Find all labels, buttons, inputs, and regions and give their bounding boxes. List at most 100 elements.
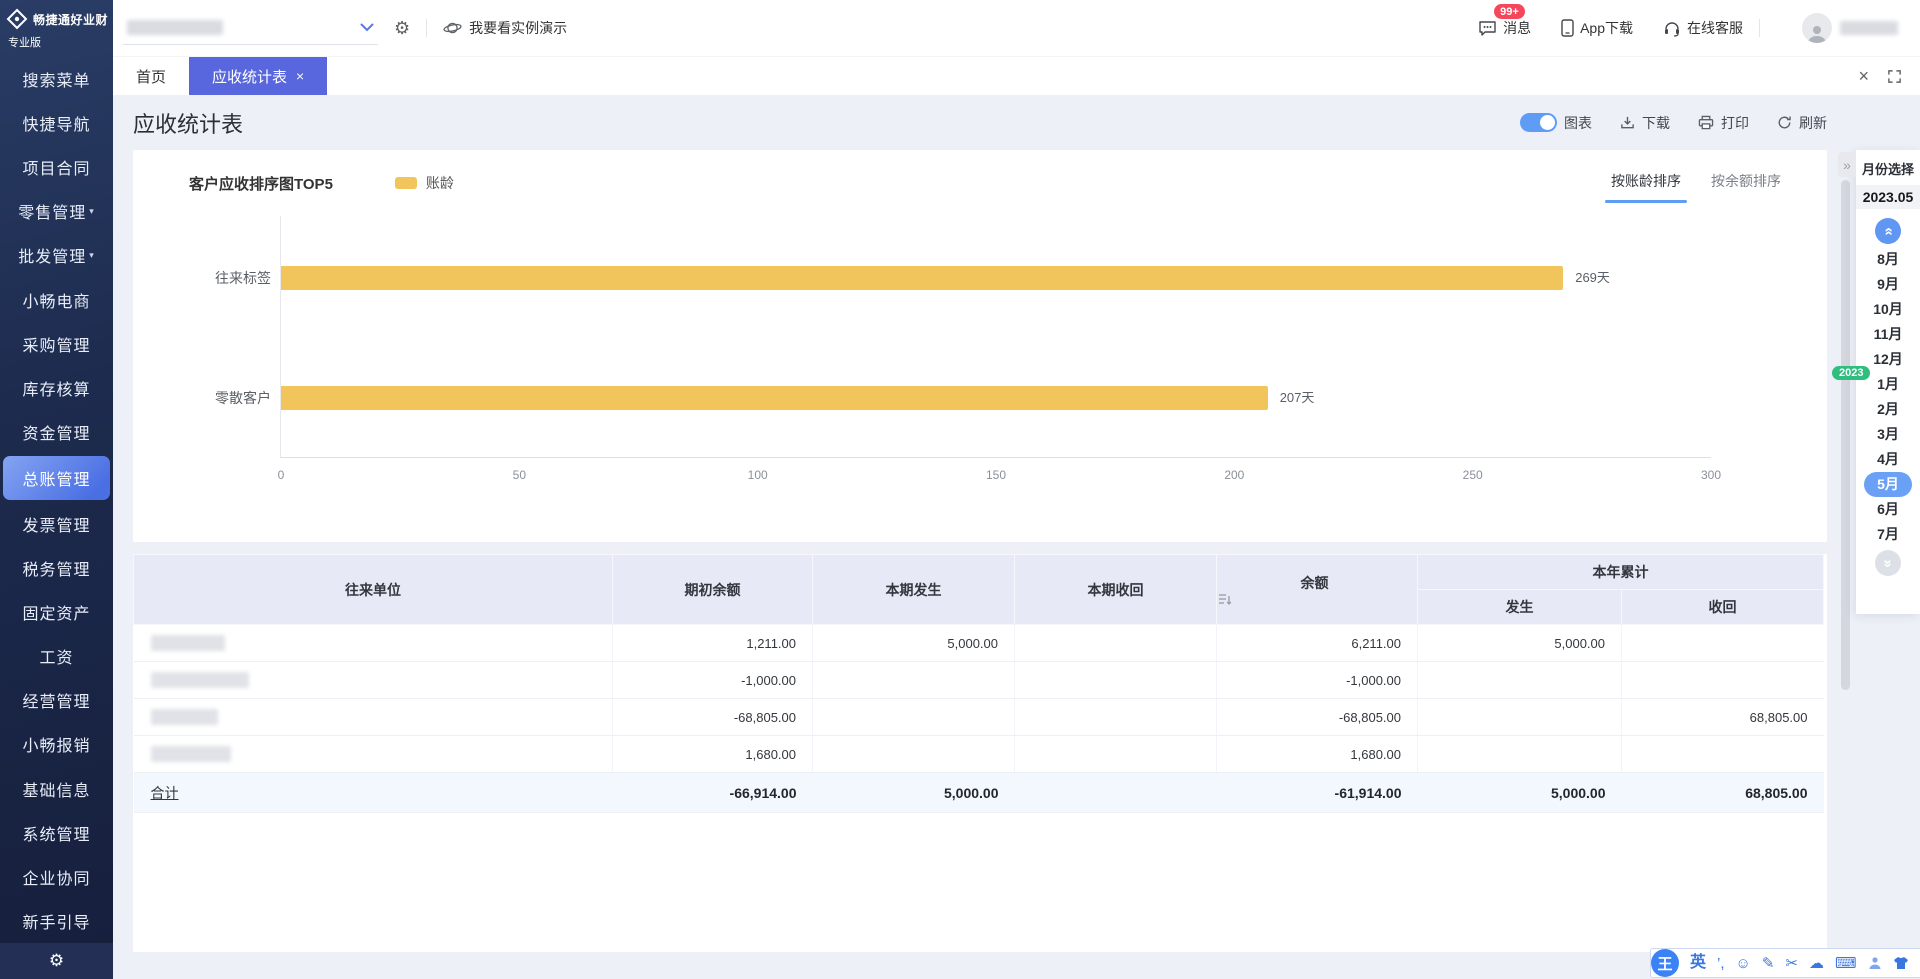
sidebar-item-小畅电商[interactable]: 小畅电商 bbox=[0, 277, 113, 321]
month-item-9月[interactable]: 9月 bbox=[1877, 276, 1899, 292]
col-header-partner[interactable]: 往来单位 bbox=[133, 554, 613, 625]
table-row[interactable]: 1,680.00 1,680.00 bbox=[133, 735, 1824, 773]
chart-bar-value-label: 207天 bbox=[1279, 390, 1315, 405]
online-service-button[interactable]: 在线客服 bbox=[1663, 18, 1743, 38]
month-item-4月[interactable]: 4月 bbox=[1877, 451, 1899, 467]
month-item-10月[interactable]: 10月 bbox=[1873, 301, 1903, 317]
ime-language-toggle[interactable]: 英 bbox=[1690, 954, 1707, 971]
month-item-5月[interactable]: 5月 bbox=[1864, 472, 1912, 497]
sidebar-item-资金管理[interactable]: 资金管理 bbox=[0, 410, 113, 454]
table-row[interactable]: -1,000.00 -1,000.00 bbox=[133, 661, 1824, 699]
month-item-6月[interactable]: 6月 bbox=[1877, 501, 1899, 517]
table-row[interactable]: 1,211.00 5,000.00 6,211.00 5,000.00 bbox=[133, 624, 1824, 662]
sort-tab-by-balance[interactable]: 按余额排序 bbox=[1711, 173, 1781, 189]
chart-bar-往来标签[interactable] bbox=[281, 266, 1564, 290]
month-item-12月[interactable]: 12月 bbox=[1873, 351, 1903, 367]
settings-gear-icon[interactable]: ⚙ bbox=[394, 18, 411, 38]
selected-period-value: 2023.05 bbox=[1856, 185, 1920, 209]
keyboard-icon[interactable]: ⌨ bbox=[1835, 954, 1857, 972]
emoji-icon[interactable]: ☺ bbox=[1735, 954, 1751, 972]
close-all-tabs-icon[interactable]: × bbox=[1858, 66, 1869, 86]
download-button[interactable]: 下载 bbox=[1620, 113, 1670, 133]
sidebar-item-总账管理[interactable]: 总账管理 bbox=[3, 455, 110, 500]
scroll-months-down-button[interactable]: » bbox=[1875, 550, 1901, 576]
sidebar-item-项目合同[interactable]: 项目合同 bbox=[0, 145, 113, 189]
scroll-months-up-button[interactable]: » bbox=[1875, 218, 1901, 244]
total-link[interactable]: 合计 bbox=[150, 784, 179, 801]
sidebar-item-固定资产[interactable]: 固定资产 bbox=[0, 590, 113, 634]
demo-link[interactable]: 我要看实例演示 bbox=[443, 18, 567, 38]
sidebar-item-label: 总账管理 bbox=[22, 471, 91, 489]
partner-name-cell[interactable] bbox=[133, 661, 613, 699]
user-account[interactable] bbox=[1802, 13, 1898, 43]
ime-logo[interactable]: 王 bbox=[1651, 949, 1679, 977]
col-header-current-incurred[interactable]: 本期发生 bbox=[812, 554, 1015, 625]
gear-icon[interactable]: ⚙ bbox=[48, 951, 65, 970]
skin-shirt-icon[interactable] bbox=[1893, 956, 1909, 970]
sidebar-item-新手引导[interactable]: 新手引导 bbox=[0, 899, 113, 943]
collapse-panel-handle[interactable]: » bbox=[1838, 152, 1856, 177]
partner-name-cell[interactable] bbox=[133, 624, 613, 662]
sidebar-item-企业协同[interactable]: 企业协同 bbox=[0, 855, 113, 899]
sidebar-item-系统管理[interactable]: 系统管理 bbox=[0, 811, 113, 855]
sidebar-item-基础信息[interactable]: 基础信息 bbox=[0, 767, 113, 811]
partner-name-cell[interactable] bbox=[133, 698, 613, 736]
person-icon[interactable] bbox=[1868, 956, 1882, 970]
amount-cell bbox=[1621, 735, 1824, 773]
app-download-button[interactable]: App下载 bbox=[1561, 18, 1633, 38]
month-item-8月[interactable]: 8月 bbox=[1877, 251, 1899, 267]
col-header-ytd[interactable]: 本年累计 bbox=[1417, 554, 1824, 590]
page-header: 应收统计表 图表 下载 打印 刷新 bbox=[133, 95, 1827, 150]
sidebar-item-label: 快捷导航 bbox=[22, 117, 91, 135]
chart-legend[interactable]: 账龄 bbox=[394, 173, 454, 193]
messages-button[interactable]: 99+ 消息 bbox=[1478, 4, 1531, 38]
month-item-2月[interactable]: 2月 bbox=[1877, 401, 1899, 417]
sort-icon[interactable] bbox=[1218, 593, 1416, 606]
month-item-1月[interactable]: 1月 bbox=[1877, 376, 1899, 392]
sort-tab-by-aging[interactable]: 按账龄排序 bbox=[1605, 171, 1687, 203]
tab-receivable-stats[interactable]: 应收统计表 × bbox=[189, 57, 328, 95]
sidebar-item-零售管理[interactable]: 零售管理 ▾ bbox=[0, 189, 113, 233]
table-body: 1,211.00 5,000.00 6,211.00 5,000.00 -1,000.0… bbox=[133, 624, 1824, 773]
sidebar-item-搜索菜单[interactable]: 搜索菜单 bbox=[0, 57, 113, 101]
ime-punctuation-icon[interactable]: ’, bbox=[1717, 954, 1725, 972]
cloud-icon[interactable]: ☁ bbox=[1809, 954, 1824, 972]
col-header-balance[interactable]: 余额 bbox=[1216, 554, 1418, 625]
sidebar-item-税务管理[interactable]: 税务管理 bbox=[0, 546, 113, 590]
sidebar-item-采购管理[interactable]: 采购管理 bbox=[0, 322, 113, 366]
col-header-current-collected[interactable]: 本期收回 bbox=[1014, 554, 1217, 625]
month-item-11月[interactable]: 11月 bbox=[1873, 326, 1903, 342]
month-item-3月[interactable]: 3月 bbox=[1877, 426, 1899, 442]
month-list: 8月 9月 10月 11月 12月 1月 2月 3月 4月 5月 6月 7月 bbox=[1864, 247, 1912, 547]
sidebar-item-批发管理[interactable]: 批发管理 ▾ bbox=[0, 233, 113, 277]
col-header-opening-balance[interactable]: 期初余额 bbox=[612, 554, 813, 625]
print-button[interactable]: 打印 bbox=[1698, 113, 1749, 133]
partner-name-redacted bbox=[150, 672, 249, 688]
sidebar-item-经营管理[interactable]: 经营管理 bbox=[0, 678, 113, 722]
toggle-switch-on[interactable] bbox=[1520, 113, 1557, 132]
online-service-label: 在线客服 bbox=[1687, 20, 1743, 36]
sidebar-item-快捷导航[interactable]: 快捷导航 bbox=[0, 101, 113, 145]
sidebar-item-小畅报销[interactable]: 小畅报销 bbox=[0, 722, 113, 766]
chart-toggle[interactable]: 图表 bbox=[1520, 113, 1592, 133]
partner-name-cell[interactable] bbox=[133, 735, 613, 773]
scissors-icon[interactable]: ✂ bbox=[1785, 954, 1798, 972]
tab-home[interactable]: 首页 bbox=[113, 57, 189, 95]
sidebar-item-发票管理[interactable]: 发票管理 bbox=[0, 502, 113, 546]
scrollbar-thumb[interactable] bbox=[1841, 180, 1850, 690]
chart-bar-零散客户[interactable] bbox=[281, 386, 1268, 410]
col-header-ytd-incurred[interactable]: 发生 bbox=[1417, 589, 1622, 625]
company-select[interactable] bbox=[123, 11, 378, 45]
fullscreen-icon[interactable] bbox=[1887, 69, 1902, 84]
partner-name-redacted bbox=[150, 709, 218, 725]
report-toolbar: 图表 下载 打印 刷新 bbox=[1520, 113, 1827, 133]
pencil-icon[interactable]: ✎ bbox=[1761, 954, 1775, 972]
sidebar-item-库存核算[interactable]: 库存核算 bbox=[0, 366, 113, 410]
tab-close-icon[interactable]: × bbox=[296, 68, 305, 84]
table-foot: 合计 -66,914.00 5,000.00 -61,914.00 5,000.… bbox=[133, 772, 1824, 813]
sidebar-item-工资[interactable]: 工资 bbox=[0, 634, 113, 678]
col-header-ytd-collected[interactable]: 收回 bbox=[1621, 589, 1824, 625]
table-row[interactable]: -68,805.00 -68,805.00 68,805.00 bbox=[133, 698, 1824, 736]
month-item-7月[interactable]: 7月 bbox=[1877, 526, 1899, 542]
refresh-button[interactable]: 刷新 bbox=[1777, 113, 1827, 133]
